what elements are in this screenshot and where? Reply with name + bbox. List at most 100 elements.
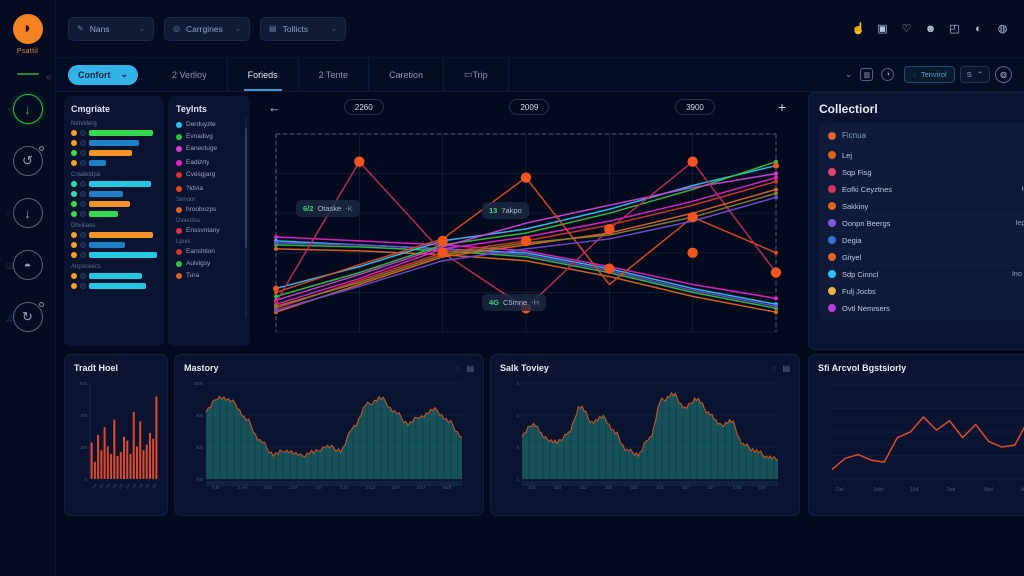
value-bar (89, 201, 131, 207)
bar-row[interactable] (71, 211, 157, 217)
collection-row[interactable]: Ovtl Nemrsers69✎ (819, 299, 1024, 316)
bar-row[interactable] (71, 232, 157, 238)
legend-item[interactable]: Tura (176, 272, 243, 279)
user-icon[interactable]: ☻ (924, 22, 937, 35)
settings-icon[interactable]: ◍ (997, 23, 1008, 35)
card-title: Mastory (184, 363, 219, 373)
sidebar-rail-item-1[interactable]: ↓ (12, 94, 43, 124)
svg-text:3dd: 3dd (528, 485, 536, 490)
row-color-dot (828, 219, 836, 227)
tooltip-value: 13 (489, 206, 498, 215)
area-chart: 700 800 900 1000 0.6f 2.Avf 23of 24of 3.6f 2.inf 2… (194, 381, 463, 490)
legend-color-dot (176, 159, 182, 166)
bar-row[interactable] (71, 140, 157, 146)
year-pill-2[interactable]: 3900 (675, 99, 715, 115)
legend-subheading: Dvieoliss (176, 218, 201, 224)
tooltip-text: 7akpo (501, 206, 522, 215)
hand-icon[interactable]: ☝ (851, 23, 866, 35)
tab-1[interactable]: Forieds (228, 58, 299, 91)
legend-item[interactable]: Eanectuge (176, 145, 243, 152)
legend-scrollbar[interactable] (244, 118, 247, 318)
card-action-icon[interactable]: ▤ (466, 363, 474, 373)
card-action-icon[interactable]: ◌ (455, 363, 461, 373)
legend-item[interactable]: Cvesgjarg (176, 171, 243, 178)
export-icon[interactable]: ◰ (949, 23, 960, 35)
legend-item[interactable]: Eadizrty (176, 159, 243, 166)
legend-item[interactable]: Eanshtion (176, 248, 243, 255)
bar-row[interactable] (71, 150, 157, 156)
value-bar (89, 283, 146, 289)
row-status-dot (71, 273, 77, 279)
collection-row[interactable]: Fulj Jocbs21✎ (819, 282, 1024, 299)
card-plot: Daf 1ubc 16d 2ad Abd Ag (818, 377, 1024, 501)
chart-canvas[interactable]: 6/2 Otaske ⋅K 13 7akpo 4G C5mne ⋅H (254, 122, 800, 350)
tab-3[interactable]: Caretion (369, 58, 444, 91)
filter-dropdown-1[interactable]: ◎ Carrgines ⌄ (164, 16, 250, 41)
svg-text:0: 0 (85, 477, 88, 482)
filter-dropdown-0[interactable]: ✎ Nans ⌄ (68, 16, 154, 41)
sidebar-rail-item-4[interactable]: ◓ (12, 250, 43, 280)
sort-select[interactable]: S ⌃ (959, 66, 990, 83)
row-avatar-icon (80, 201, 86, 207)
row-label: Sakkiny (842, 201, 869, 211)
collection-row[interactable]: SakkinySbet 18 (819, 197, 1024, 214)
legend-item[interactable]: Aulvigsy (176, 260, 243, 267)
filter-dropdown-2[interactable]: ▤ Tollicts ⌄ (260, 16, 346, 41)
legend-item[interactable]: Derduyzte (176, 121, 243, 128)
add-icon[interactable]: + (777, 99, 786, 115)
bar-row[interactable] (71, 242, 157, 248)
tab-2[interactable]: 2 Tente (299, 58, 369, 91)
tab-4[interactable]: ▭ Trip (444, 58, 509, 91)
legend-item[interactable]: hroobozps (176, 206, 243, 213)
avatar[interactable]: ◍ (995, 66, 1012, 83)
collection-row[interactable]: Oonpn Beergs Iept 1 (819, 214, 1024, 231)
svg-text:56df: 56df (442, 485, 451, 490)
svg-text:0.6f: 0.6f (212, 485, 220, 490)
sidebar-rail-item-2[interactable]: ↺ (12, 146, 44, 176)
row-color-dot (828, 202, 836, 210)
tenvirol-button[interactable]: ◌ Tenvirol (904, 66, 955, 83)
bar-row[interactable] (71, 252, 157, 258)
layout-icon[interactable]: ▥ (860, 68, 874, 81)
bar-row[interactable] (71, 181, 157, 187)
collection-row[interactable]: Sqp Fisg65 (819, 163, 1024, 180)
sidebar-rail-item-5[interactable]: ↻ (12, 302, 44, 332)
card-actions: ◌ ▤ (456, 364, 474, 373)
year-pill-1[interactable]: 2009 (509, 99, 550, 115)
card-header: Mastory ◌ ▤ (184, 363, 474, 373)
legend-item[interactable]: Evnadivg (176, 133, 243, 140)
bar-row[interactable] (71, 130, 157, 136)
chevron-down-icon[interactable]: ⌄ (844, 69, 853, 79)
confort-pill-label: Confort (78, 69, 111, 80)
row-status-dot (71, 150, 77, 156)
collapse-sidebar-icon[interactable]: « (46, 72, 52, 83)
bar-row[interactable] (71, 160, 157, 166)
bar-row[interactable] (71, 283, 157, 289)
card-action-icon[interactable]: ▤ (782, 363, 790, 373)
legend-item[interactable]: Enssvntany (176, 227, 243, 234)
image-icon[interactable]: ▣ (877, 23, 888, 35)
svg-text:3df: 3df (138, 483, 144, 489)
legend-item[interactable]: ?idvia (176, 185, 243, 192)
collection-row[interactable]: Sdp Cinncl Ino J 8 (819, 265, 1024, 282)
confort-pill-button[interactable]: Confort ⌄ (68, 64, 139, 85)
options-icon[interactable]: ◑ (881, 68, 895, 81)
year-pill-0[interactable]: 2260 (343, 99, 384, 115)
bar-row[interactable] (71, 273, 157, 279)
tab-row: Confort ⌄ 2 Verlioy Forieds 2 Tente Caretio… (56, 58, 1024, 92)
bar-row[interactable] (71, 191, 157, 197)
refresh-icon[interactable]: ◐ (975, 22, 982, 35)
back-arrow-icon[interactable]: ← (268, 99, 281, 115)
card-action-icon[interactable]: ◌ (771, 363, 777, 373)
app-logo[interactable]: ◗ Psattil (12, 14, 43, 55)
collection-row[interactable]: LejAurkl (819, 146, 1024, 163)
collection-row[interactable]: Gityel82✎ (819, 248, 1024, 265)
bar-row[interactable] (71, 201, 157, 207)
tab-0[interactable]: 2 Verlioy (152, 58, 228, 91)
legend-color-dot (176, 133, 182, 140)
balloon-icon[interactable]: ♡ (901, 23, 912, 35)
collection-row[interactable]: Eofki CeyztnesHel8✎ (819, 180, 1024, 197)
sidebar-rail-item-3[interactable]: ↓ (12, 198, 43, 228)
row-color-dot (828, 270, 836, 278)
collection-row[interactable]: Degia83✎ (819, 231, 1024, 248)
